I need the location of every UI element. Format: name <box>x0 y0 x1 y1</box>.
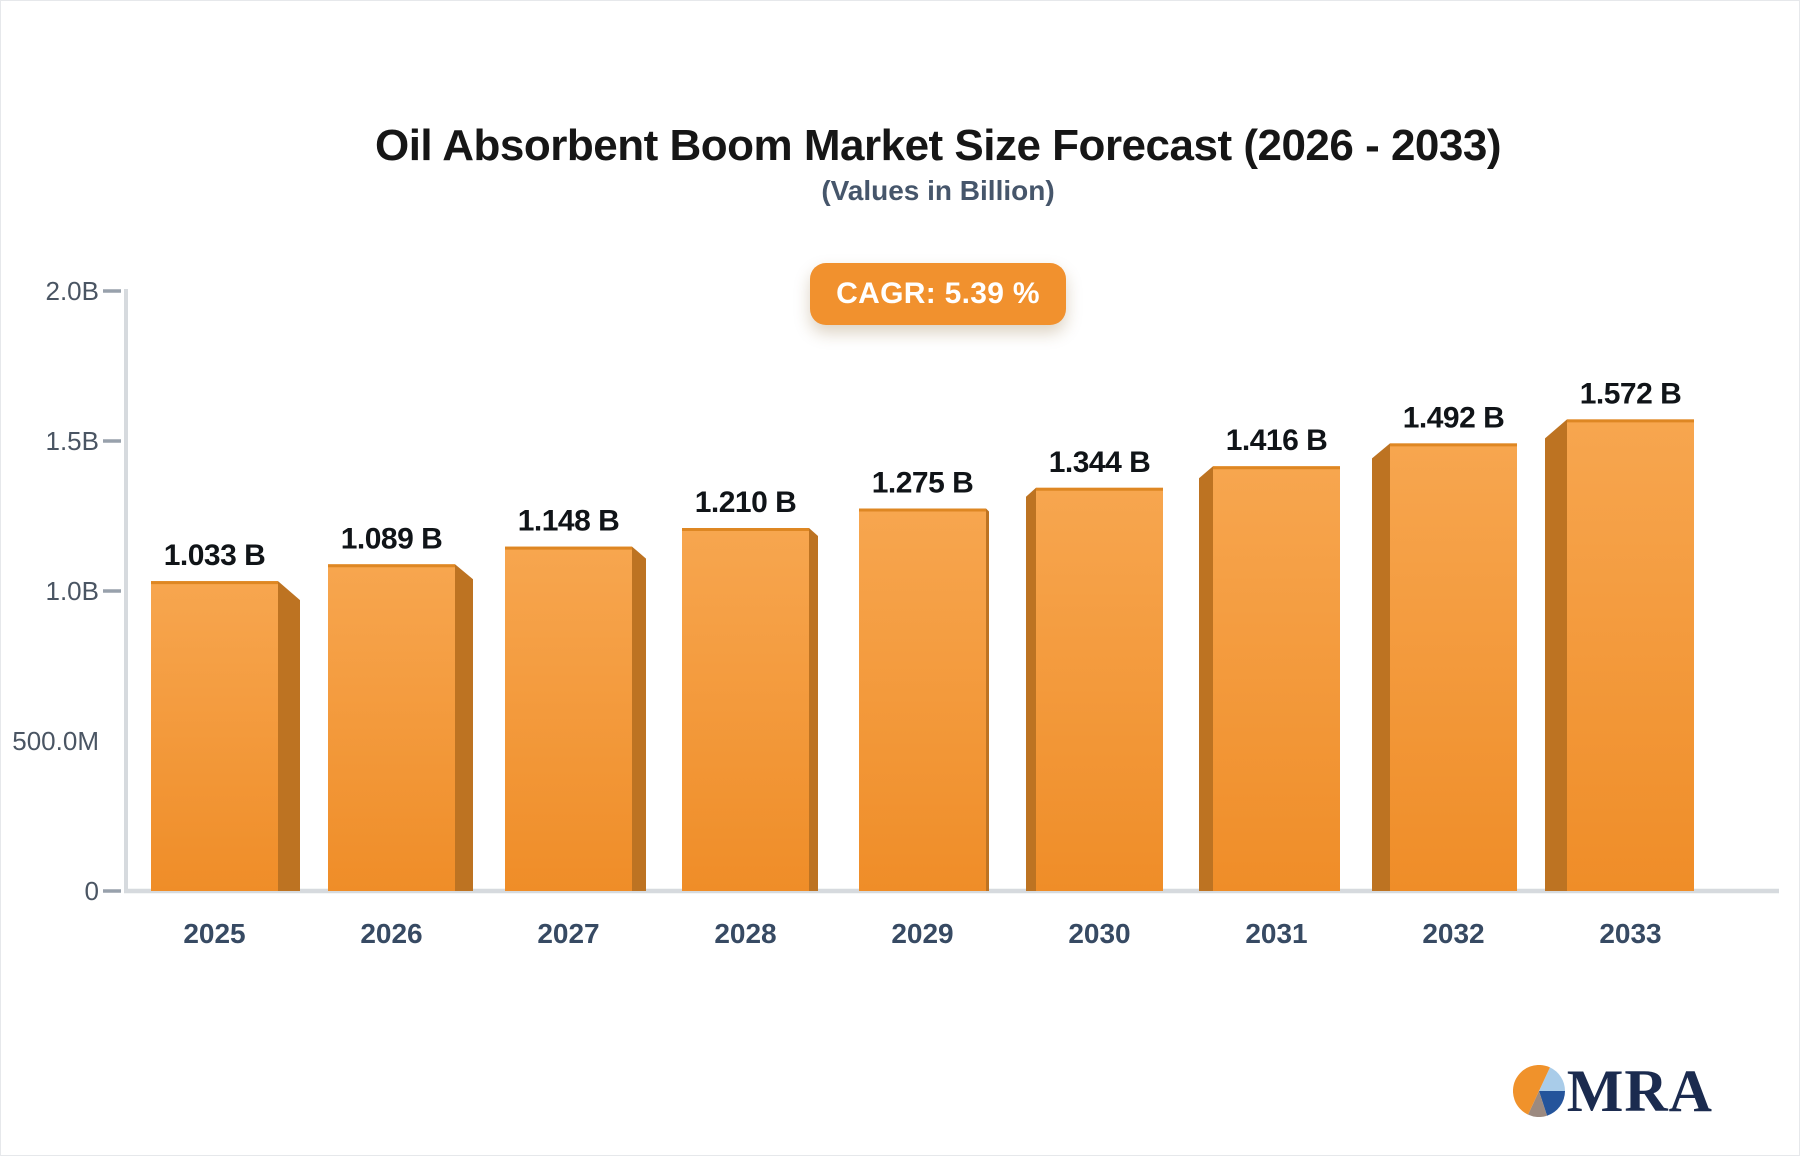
bar-side <box>278 581 300 891</box>
bar-front <box>1390 443 1517 891</box>
bar-side <box>1199 466 1213 891</box>
bar-group-2030: 1.344 B 2030 <box>1026 446 1163 949</box>
bar-side <box>1545 419 1567 891</box>
bar-side <box>455 564 473 891</box>
y-tick-label: 0 <box>85 876 99 906</box>
x-tick-label: 2027 <box>537 918 599 949</box>
bar-front <box>1036 487 1163 891</box>
bar-value-label: 1.492 B <box>1403 401 1505 434</box>
bar-group-2032: 1.492 B 2032 <box>1372 401 1517 949</box>
y-tick-label: 1.5B <box>46 426 100 456</box>
x-tick-label: 2025 <box>183 918 245 949</box>
bar-front <box>682 528 809 891</box>
y-tick-label: 500.0M <box>12 726 99 756</box>
x-tick-label: 2032 <box>1422 918 1484 949</box>
bar-front <box>1213 466 1340 891</box>
bar-value-label: 1.210 B <box>695 486 797 519</box>
pie-slice-orange <box>1512 1065 1550 1115</box>
bar-front <box>1567 419 1694 891</box>
bar-value-label: 1.033 B <box>164 539 266 572</box>
x-tick-label: 2030 <box>1068 918 1130 949</box>
bar-front <box>859 508 986 891</box>
bar-group-2031: 1.416 B 2031 <box>1199 424 1340 949</box>
bar-side <box>1026 487 1036 891</box>
x-tick-label: 2026 <box>360 918 422 949</box>
bar-group-2029: 1.275 B 2029 <box>859 467 989 949</box>
brand-wordmark: MRA <box>1566 1058 1713 1124</box>
x-tick-label: 2028 <box>714 918 776 949</box>
x-tick-label: 2033 <box>1599 918 1661 949</box>
bar-value-label: 1.148 B <box>518 505 620 538</box>
y-tick-label: 1.0B <box>46 576 100 606</box>
chart-subtitle: (Values in Billion) <box>821 175 1055 206</box>
bar-group-2033: 1.572 B 2033 <box>1545 377 1694 949</box>
x-tick-label: 2031 <box>1245 918 1307 949</box>
y-tick-label: 2.0B <box>46 276 100 306</box>
bar-side <box>986 508 989 891</box>
pie-slice-lightblue <box>1538 1067 1565 1091</box>
cagr-badge: CAGR: 5.39 % <box>810 263 1066 325</box>
x-tick-label: 2029 <box>891 918 953 949</box>
bar-front <box>151 581 278 891</box>
pie-slice-blue <box>1538 1091 1565 1116</box>
bar-group-2028: 1.210 B 2028 <box>682 486 818 949</box>
brand-logo: MRA <box>1512 1058 1713 1124</box>
bar-side <box>1372 443 1390 891</box>
bar-side <box>809 528 818 891</box>
bar-value-label: 1.344 B <box>1049 446 1151 479</box>
pie-slice-gray <box>1527 1091 1547 1117</box>
bar-value-label: 1.089 B <box>341 522 443 555</box>
bar-group-2025: 1.033 B 2025 <box>151 539 300 949</box>
bar-value-label: 1.572 B <box>1580 377 1682 410</box>
bar-group-2027: 1.148 B 2027 <box>505 505 646 949</box>
cagr-badge-row: CAGR: 5.39 % <box>77 263 1799 325</box>
bar-value-label: 1.416 B <box>1226 424 1328 457</box>
bar-side <box>632 546 646 891</box>
bar-front <box>328 564 455 891</box>
bar-value-label: 1.275 B <box>872 467 974 500</box>
bar-front <box>505 546 632 891</box>
chart-title: Oil Absorbent Boom Market Size Forecast … <box>374 121 1502 170</box>
bar-group-2026: 1.089 B 2026 <box>328 522 473 949</box>
brand-pie-icon <box>1512 1065 1565 1117</box>
